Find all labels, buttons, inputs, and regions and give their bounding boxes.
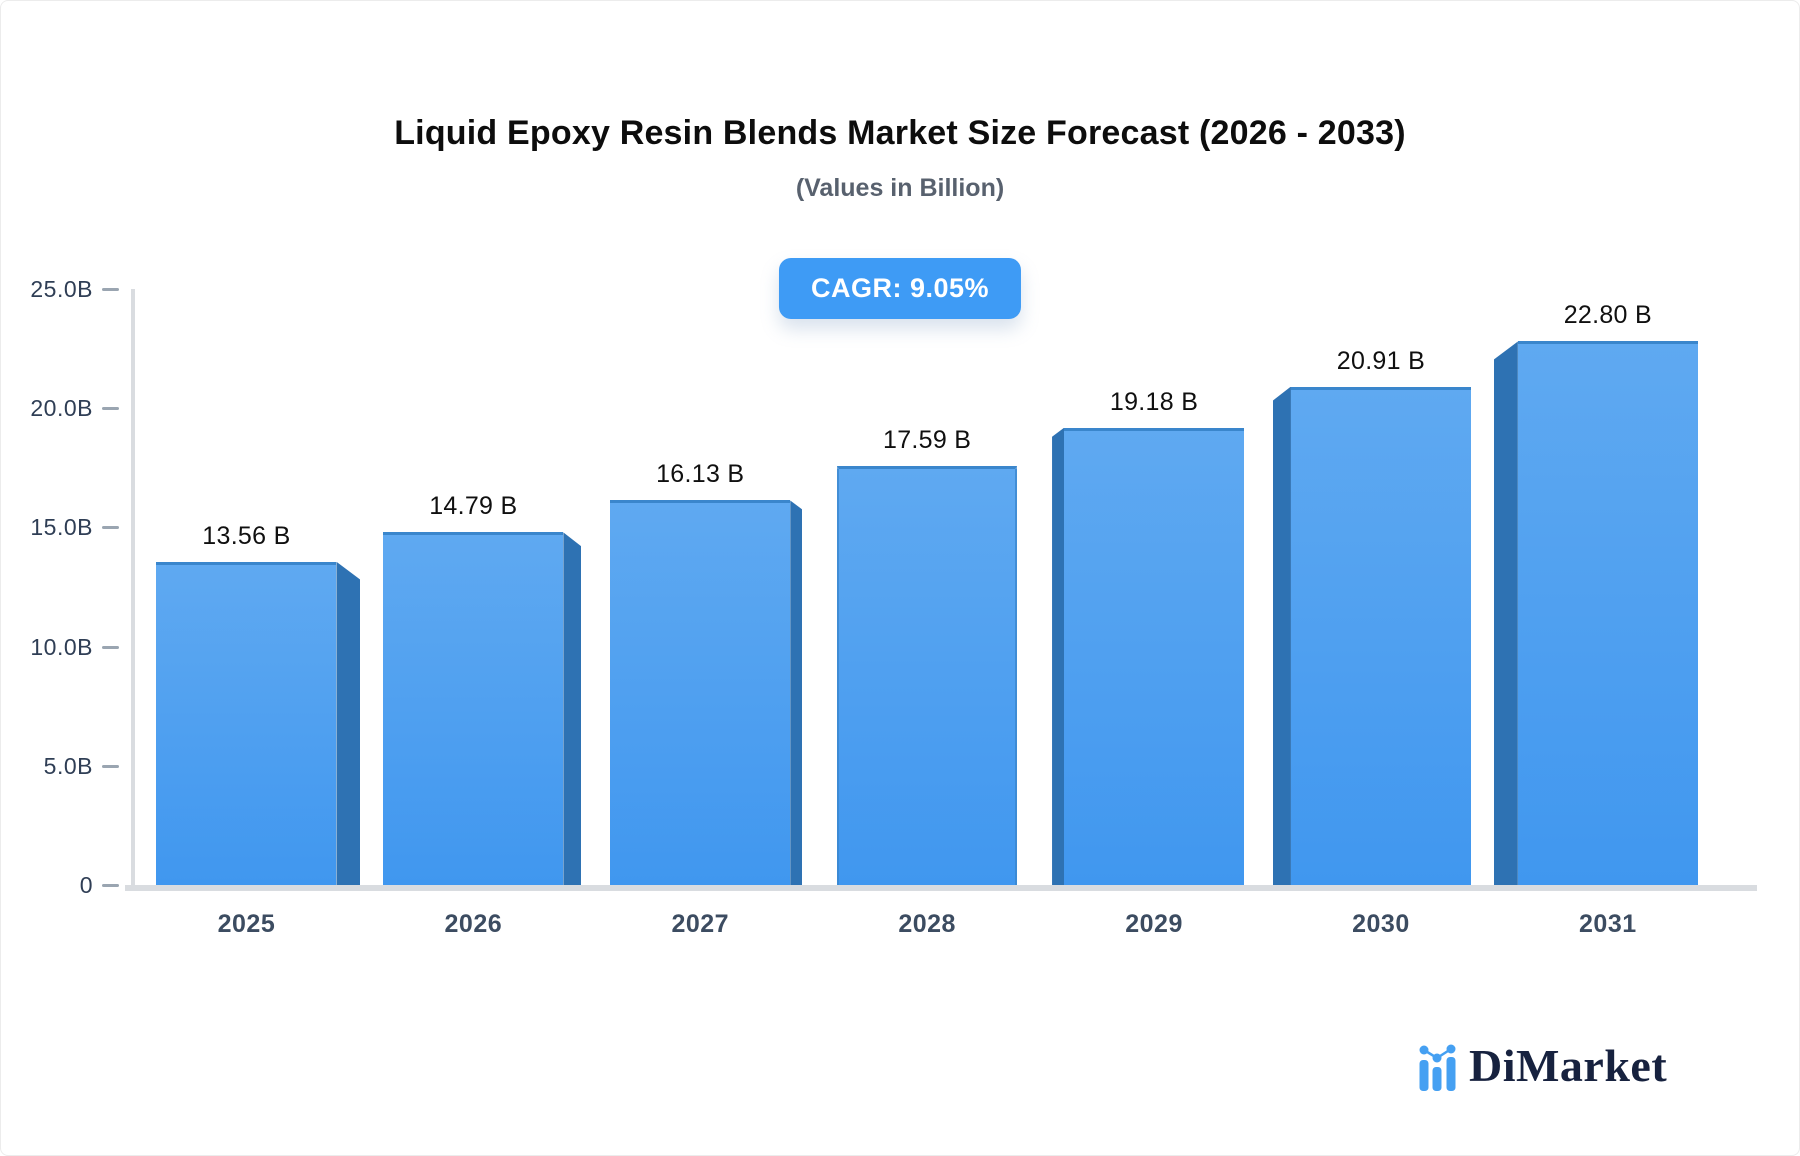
y-axis-line — [131, 289, 135, 891]
brand-name: DiMarket — [1469, 1040, 1668, 1091]
y-tick-mark — [102, 526, 119, 530]
bar-side-face — [1052, 427, 1065, 885]
x-tick-label: 2029 — [1125, 910, 1183, 938]
brand-logo: DiMarket — [1415, 1039, 1667, 1092]
bar-side-face — [790, 500, 803, 885]
y-tick-label: 0 — [79, 872, 93, 898]
bar-front-face — [1517, 341, 1698, 885]
chart-subtitle: (Values in Billion) — [795, 174, 1005, 202]
bar-front-face — [156, 561, 337, 885]
bar-value-label: 17.59 B — [882, 425, 972, 454]
y-tick-mark — [102, 645, 119, 649]
bar-front-face — [1290, 386, 1471, 885]
bar-value-label: 22.80 B — [1563, 301, 1652, 330]
cagr-badge: CAGR: 9.05% — [778, 258, 1022, 319]
bar-side-face — [336, 561, 361, 885]
bar-value-label: 20.91 B — [1336, 346, 1426, 375]
y-tick-label: 25.0B — [30, 276, 93, 302]
bar-value-label: 14.79 B — [429, 492, 518, 521]
bar-front-face — [837, 465, 1018, 885]
y-tick-label: 15.0B — [30, 514, 93, 541]
y-tick-mark — [102, 884, 119, 887]
cagr-badge-label: CAGR: 9.05% — [810, 273, 990, 303]
bar-front-face — [610, 500, 791, 885]
bar-side-face — [1272, 386, 1291, 885]
bar-value-label: 19.18 B — [1109, 387, 1199, 416]
y-tick-label: 20.0B — [30, 395, 93, 422]
x-tick-label: 2028 — [898, 910, 956, 938]
bar-front-face — [383, 532, 564, 885]
bar-value-label: 13.56 B — [202, 521, 291, 550]
x-tick-label: 2026 — [444, 910, 503, 938]
bar-value-label: 16.13 B — [656, 460, 745, 489]
y-tick-label: 10.0B — [30, 633, 93, 660]
x-tick-label: 2027 — [671, 910, 730, 938]
bar-side-face — [563, 532, 582, 885]
y-tick-label: 5.0B — [43, 752, 93, 779]
bar-side-face — [1493, 341, 1518, 885]
y-tick-mark — [102, 288, 119, 291]
x-axis-line — [125, 885, 1757, 891]
brand-mini-bar-chart-icon — [1419, 1044, 1456, 1091]
x-tick-label: 2025 — [217, 910, 276, 938]
chart-title: Liquid Epoxy Resin Blends Market Size Fo… — [394, 114, 1406, 152]
x-tick-label: 2031 — [1579, 910, 1637, 938]
y-tick-mark — [102, 407, 119, 411]
x-tick-label: 2030 — [1352, 910, 1410, 938]
y-tick-mark — [102, 764, 119, 768]
bar-front-face — [1064, 427, 1245, 885]
